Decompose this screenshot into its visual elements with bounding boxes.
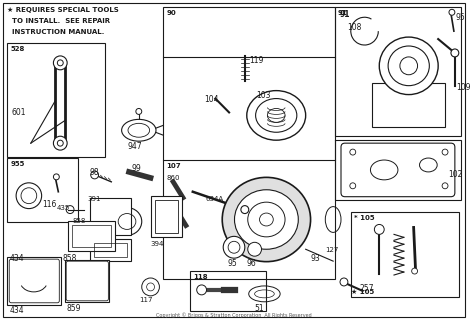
Text: 98: 98 (90, 168, 100, 177)
Bar (68, 222, 115, 251)
Text: 634A: 634A (206, 196, 224, 202)
Bar (373, 83, 445, 127)
Circle shape (91, 171, 99, 179)
Text: 95: 95 (456, 13, 465, 22)
Text: 257: 257 (360, 284, 374, 293)
Ellipse shape (247, 91, 306, 140)
Circle shape (412, 268, 418, 274)
Bar (7, 43, 105, 157)
Text: * 105: * 105 (354, 214, 374, 221)
Circle shape (374, 225, 384, 234)
Text: 434: 434 (9, 254, 24, 263)
Text: ★ 105: ★ 105 (351, 289, 374, 295)
Circle shape (54, 174, 59, 180)
Text: 860: 860 (166, 175, 180, 181)
Text: 104: 104 (205, 95, 219, 104)
Text: 394: 394 (151, 241, 164, 247)
Text: 51: 51 (255, 304, 264, 313)
Circle shape (54, 136, 67, 150)
Bar (90, 198, 131, 235)
Text: 102: 102 (448, 170, 462, 179)
Text: 432: 432 (119, 243, 132, 249)
Text: 91: 91 (338, 10, 348, 16)
Text: 435: 435 (56, 205, 70, 211)
Text: 528: 528 (10, 46, 25, 52)
Ellipse shape (122, 119, 156, 141)
FancyBboxPatch shape (341, 143, 455, 197)
Text: 99: 99 (132, 164, 142, 173)
Circle shape (223, 236, 245, 258)
Text: 117: 117 (139, 297, 152, 303)
Text: 103: 103 (256, 91, 271, 99)
Bar (351, 212, 459, 297)
Text: 858: 858 (72, 217, 85, 224)
Circle shape (451, 49, 459, 57)
Text: 91: 91 (340, 10, 350, 19)
Circle shape (241, 206, 249, 214)
Text: 93: 93 (310, 254, 320, 263)
Text: 108: 108 (347, 23, 361, 32)
Text: 858: 858 (62, 254, 77, 263)
Bar (164, 7, 335, 57)
Ellipse shape (235, 190, 298, 249)
Bar (72, 226, 111, 247)
Bar (94, 243, 127, 257)
Ellipse shape (112, 208, 142, 235)
Text: INSTRUCTION MANUAL.: INSTRUCTION MANUAL. (7, 29, 105, 35)
Text: 90: 90 (166, 10, 176, 16)
Bar (151, 196, 182, 237)
Ellipse shape (222, 177, 310, 262)
Bar (190, 271, 266, 311)
Bar (164, 160, 335, 279)
Text: 860: 860 (166, 208, 180, 214)
Bar (335, 7, 461, 136)
Text: 95: 95 (227, 259, 237, 268)
Text: 116: 116 (43, 200, 57, 209)
Circle shape (340, 278, 348, 286)
Text: ★ REQUIRES SPECIAL TOOLS: ★ REQUIRES SPECIAL TOOLS (7, 7, 119, 13)
Text: 434: 434 (9, 306, 24, 315)
Text: Copyright © Briggs & Stratton Corporation  All Rights Reserved: Copyright © Briggs & Stratton Corporatio… (156, 312, 312, 318)
Text: 391: 391 (88, 196, 101, 202)
Circle shape (136, 109, 142, 114)
Text: 955: 955 (10, 161, 25, 167)
Bar (155, 200, 178, 233)
Circle shape (54, 56, 67, 70)
Ellipse shape (379, 37, 438, 95)
Text: 96: 96 (247, 259, 256, 268)
Text: 107: 107 (166, 163, 181, 169)
Bar (335, 140, 461, 200)
Text: 118: 118 (193, 274, 208, 280)
Text: 601: 601 (11, 109, 26, 118)
Text: 859: 859 (66, 304, 81, 313)
Text: 119: 119 (249, 56, 263, 65)
Text: 109: 109 (456, 83, 470, 92)
Text: 127: 127 (325, 247, 338, 253)
Bar (7, 257, 61, 305)
Text: 392: 392 (88, 263, 101, 269)
Text: TO INSTALL.  SEE REPAIR: TO INSTALL. SEE REPAIR (7, 18, 110, 24)
Bar (90, 239, 131, 261)
Circle shape (449, 9, 455, 15)
Circle shape (197, 285, 207, 295)
Text: 97: 97 (274, 213, 284, 222)
Bar (65, 260, 109, 302)
Bar (7, 158, 78, 223)
Text: 947: 947 (127, 142, 142, 151)
Circle shape (248, 242, 262, 256)
